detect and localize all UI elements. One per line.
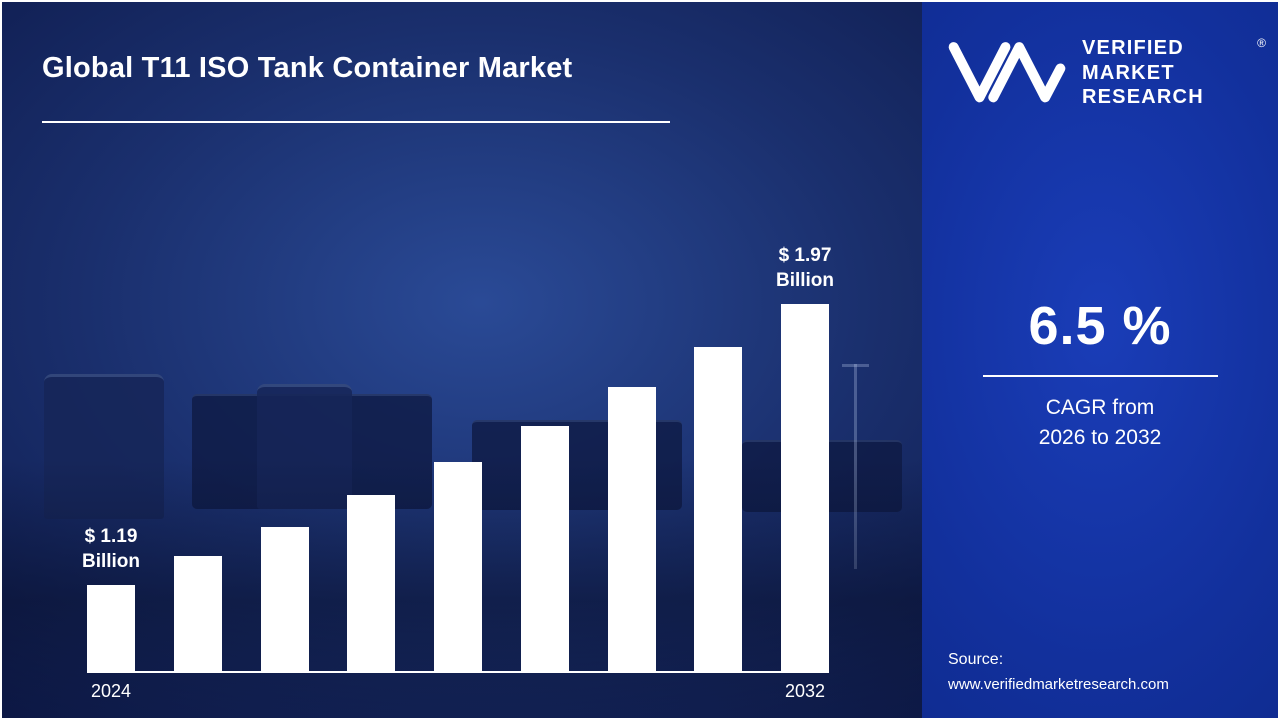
registered-trademark-icon: ® <box>1257 36 1266 50</box>
bar <box>694 347 743 671</box>
cagr-caption-line1: CAGR from <box>1045 396 1155 419</box>
x-axis-label <box>521 681 569 702</box>
x-axis-label: 2032 <box>784 681 826 701</box>
bar-column <box>694 347 743 671</box>
x-axis-label <box>608 681 656 702</box>
background-lightpole-icon <box>842 364 869 367</box>
x-axis-label: 2024 <box>90 681 132 701</box>
x-axis-line <box>87 671 829 673</box>
bar <box>781 304 829 671</box>
bars-row: $ 1.19 Billion $ 1.97 Billion <box>82 243 834 671</box>
brand-logo: VERIFIED MARKET RESEARCH <box>946 36 1254 110</box>
bar-column: $ 1.97 Billion <box>776 243 834 671</box>
bar <box>607 387 656 671</box>
cagr-underline <box>982 375 1218 377</box>
x-axis-labels: 2024 2032 <box>87 681 829 702</box>
chart-panel: Global T11 ISO Tank Container Market $ 1… <box>2 2 922 718</box>
bar-column <box>260 527 309 671</box>
brand-name: VERIFIED MARKET RESEARCH <box>1082 36 1204 109</box>
cagr-caption: CAGR from 2026 to 2032 <box>946 393 1254 454</box>
bar-column <box>347 495 396 671</box>
page-title: Global T11 ISO Tank Container Market <box>42 52 573 84</box>
vmr-logo-icon <box>948 42 1066 103</box>
bar <box>520 426 569 671</box>
x-axis-label <box>261 681 309 702</box>
cagr-caption-line2: 2026 to 2032 <box>1038 426 1162 450</box>
bar-column <box>173 556 222 671</box>
source-url-link[interactable]: www.verifiedmarketresearch.com <box>948 675 1169 693</box>
brand-name-line: RESEARCH <box>1082 86 1204 109</box>
last-bar-value-label: $ 1.97 Billion <box>775 244 835 292</box>
bar-column <box>520 426 569 671</box>
background-lightpole-icon <box>854 364 857 569</box>
x-axis-label <box>347 681 395 702</box>
source-label: Source: <box>948 650 1004 668</box>
x-axis-label <box>694 681 742 702</box>
bar <box>434 462 482 671</box>
x-axis-label <box>434 681 482 702</box>
bar <box>260 527 309 671</box>
bar <box>173 556 222 671</box>
source-block: Source: www.verifiedmarketresearch.com <box>948 648 1169 696</box>
x-axis-label <box>174 681 222 702</box>
bar <box>87 585 135 671</box>
bar-column <box>607 387 656 671</box>
bar <box>347 495 396 671</box>
first-bar-value-label: $ 1.19 Billion <box>81 525 141 573</box>
brand-name-line: MARKET <box>1082 61 1175 84</box>
bar-column <box>434 462 482 671</box>
cagr-block: 6.5 % CAGR from 2026 to 2032 <box>946 295 1254 454</box>
title-underline <box>42 121 670 123</box>
cagr-value: 6.5 % <box>1028 296 1172 356</box>
info-sidebar: VERIFIED MARKET RESEARCH ® 6.5 % CAGR fr… <box>922 2 1278 718</box>
bar-column: $ 1.19 Billion <box>82 524 140 671</box>
brand-name-line: VERIFIED <box>1082 37 1184 60</box>
bar-chart: $ 1.19 Billion $ 1.97 Billion 2024 2032 <box>82 243 834 702</box>
